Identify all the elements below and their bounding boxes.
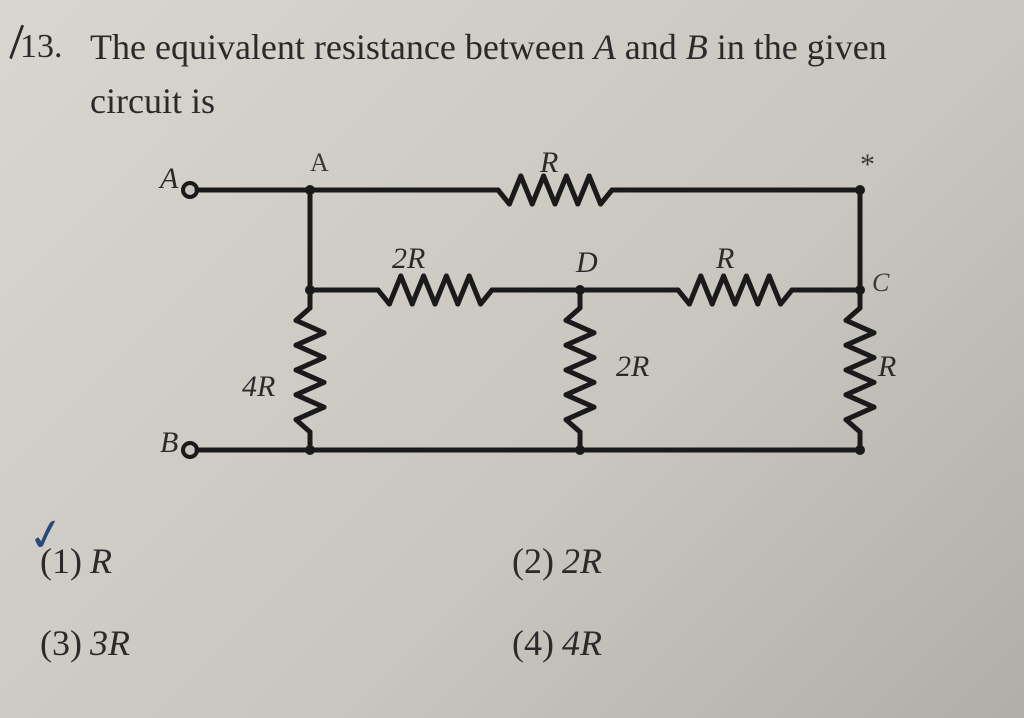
- option-4-num: (4): [512, 622, 554, 664]
- resistor-label-left-4R: 4R: [242, 370, 275, 404]
- resistor-label-right-R: R: [878, 350, 896, 384]
- option-1-num: (1): [40, 540, 82, 582]
- option-1-val: R: [90, 540, 112, 582]
- circuit-svg: [160, 150, 900, 490]
- question-number: 13.: [20, 28, 63, 66]
- qtext-A: A: [594, 27, 616, 67]
- resistor-label-mid-R: R: [716, 242, 734, 276]
- option-3-num: (3): [40, 622, 82, 664]
- option-2-num: (2): [512, 540, 554, 582]
- option-1: (1) R: [40, 540, 512, 582]
- qtext-B: B: [686, 27, 708, 67]
- node-D-label: D: [576, 246, 598, 280]
- resistor-label-center-2R: 2R: [616, 350, 649, 384]
- terminal-A-label: A: [160, 162, 178, 196]
- hand-label-star: *: [860, 148, 875, 182]
- circuit-diagram: A A * C D B R 2R R 4R 2R R: [160, 150, 900, 490]
- question-text: The equivalent resistance between A and …: [90, 20, 984, 128]
- option-4-val: 4R: [562, 622, 602, 664]
- option-2-val: 2R: [562, 540, 602, 582]
- resistor-label-mid-2R: 2R: [392, 242, 425, 276]
- option-3: (3) 3R: [40, 622, 512, 664]
- hand-label-A: A: [310, 148, 329, 178]
- hand-label-C: C: [872, 268, 889, 298]
- terminal-B-label: B: [160, 426, 178, 460]
- qtext-before: The equivalent resistance between: [90, 27, 594, 67]
- options-grid: (1) R (2) 2R (3) 3R (4) 4R: [40, 540, 984, 664]
- option-3-val: 3R: [90, 622, 130, 664]
- qtext-mid: and: [625, 27, 686, 67]
- option-4: (4) 4R: [512, 622, 984, 664]
- resistor-label-top-R: R: [540, 146, 558, 180]
- option-2: (2) 2R: [512, 540, 984, 582]
